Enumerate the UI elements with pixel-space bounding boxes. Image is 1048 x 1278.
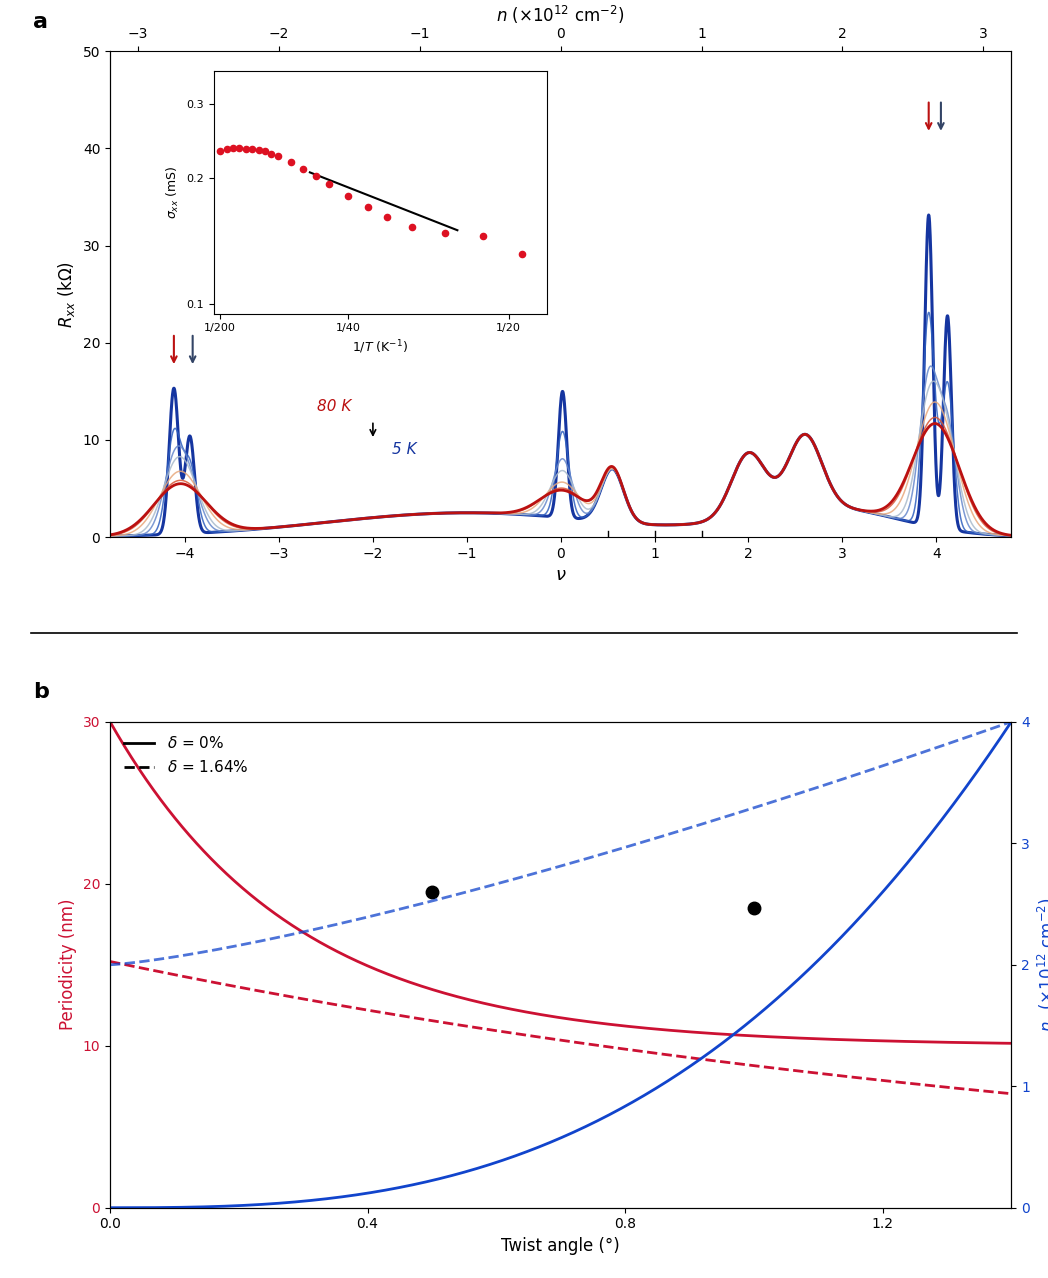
$\delta$ = 0% [501,1001,514,1016]
$\delta$ = 1.64% [501,1025,514,1040]
$\delta$ = 0% [196,842,209,858]
$\delta$ = 1.64% [823,1067,835,1082]
X-axis label: Twist angle (°): Twist angle (°) [501,1237,620,1255]
Text: 5 K: 5 K [392,442,416,458]
Text: 80 K: 80 K [316,399,351,414]
$\delta$ = 1.64% [1005,1086,1018,1102]
$\delta$ = 1.64% [104,953,116,969]
Legend: $\delta$ = 0%, $\delta$ = 1.64%: $\delta$ = 0%, $\delta$ = 1.64% [117,730,255,781]
X-axis label: $\nu$: $\nu$ [554,566,567,584]
$\delta$ = 1.64% [468,1020,481,1035]
Text: b: b [34,682,49,703]
$\delta$ = 0% [823,1031,835,1047]
Line: $\delta$ = 0%: $\delta$ = 0% [110,722,1011,1043]
Text: a: a [34,12,48,32]
$\delta$ = 0% [807,1031,820,1047]
$\delta$ = 1.64% [807,1065,820,1080]
$\delta$ = 0% [468,993,481,1008]
Line: $\delta$ = 1.64%: $\delta$ = 1.64% [110,961,1011,1094]
X-axis label: $n$ ($\times$10$^{12}$ cm$^{-2}$): $n$ ($\times$10$^{12}$ cm$^{-2}$) [497,4,625,26]
$\delta$ = 1.64% [723,1054,736,1070]
$\delta$ = 0% [723,1026,736,1042]
Y-axis label: $R_{xx}$ (k$\Omega$): $R_{xx}$ (k$\Omega$) [57,261,78,327]
Y-axis label: $n_s$ ($\times$10$^{12}$ cm$^{-2}$): $n_s$ ($\times$10$^{12}$ cm$^{-2}$) [1035,897,1048,1033]
Y-axis label: Periodicity (nm): Periodicity (nm) [59,898,78,1030]
$\delta$ = 0% [104,714,116,730]
$\delta$ = 0% [1005,1035,1018,1051]
$\delta$ = 1.64% [196,973,209,988]
